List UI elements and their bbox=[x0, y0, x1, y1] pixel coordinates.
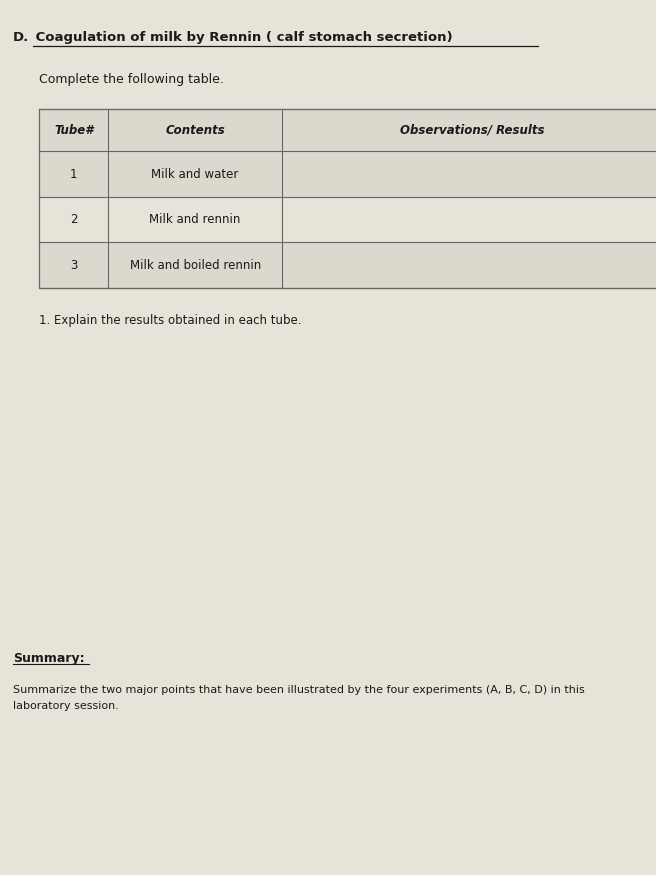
Text: Milk and boiled rennin: Milk and boiled rennin bbox=[129, 259, 261, 271]
Bar bbox=[39, 109, 656, 151]
Text: Summarize the two major points that have been illustrated by the four experiment: Summarize the two major points that have… bbox=[13, 685, 585, 710]
Text: Contents: Contents bbox=[165, 124, 225, 136]
Text: 1: 1 bbox=[70, 168, 77, 180]
Text: Coagulation of milk by Rennin ( calf stomach secretion): Coagulation of milk by Rennin ( calf sto… bbox=[31, 31, 453, 44]
Text: Summary:: Summary: bbox=[13, 652, 85, 665]
Bar bbox=[39, 109, 656, 288]
Text: Observations/ Results: Observations/ Results bbox=[400, 124, 544, 136]
Text: Tube#: Tube# bbox=[54, 124, 93, 136]
Text: 1. Explain the results obtained in each tube.: 1. Explain the results obtained in each … bbox=[39, 314, 302, 327]
Text: Milk and water: Milk and water bbox=[152, 168, 239, 180]
Text: 2: 2 bbox=[70, 214, 77, 226]
Bar bbox=[39, 242, 656, 288]
Text: 3: 3 bbox=[70, 259, 77, 271]
Text: D.: D. bbox=[13, 31, 30, 44]
Text: Milk and rennin: Milk and rennin bbox=[150, 214, 241, 226]
Bar bbox=[39, 151, 656, 197]
Text: Complete the following table.: Complete the following table. bbox=[39, 73, 224, 86]
